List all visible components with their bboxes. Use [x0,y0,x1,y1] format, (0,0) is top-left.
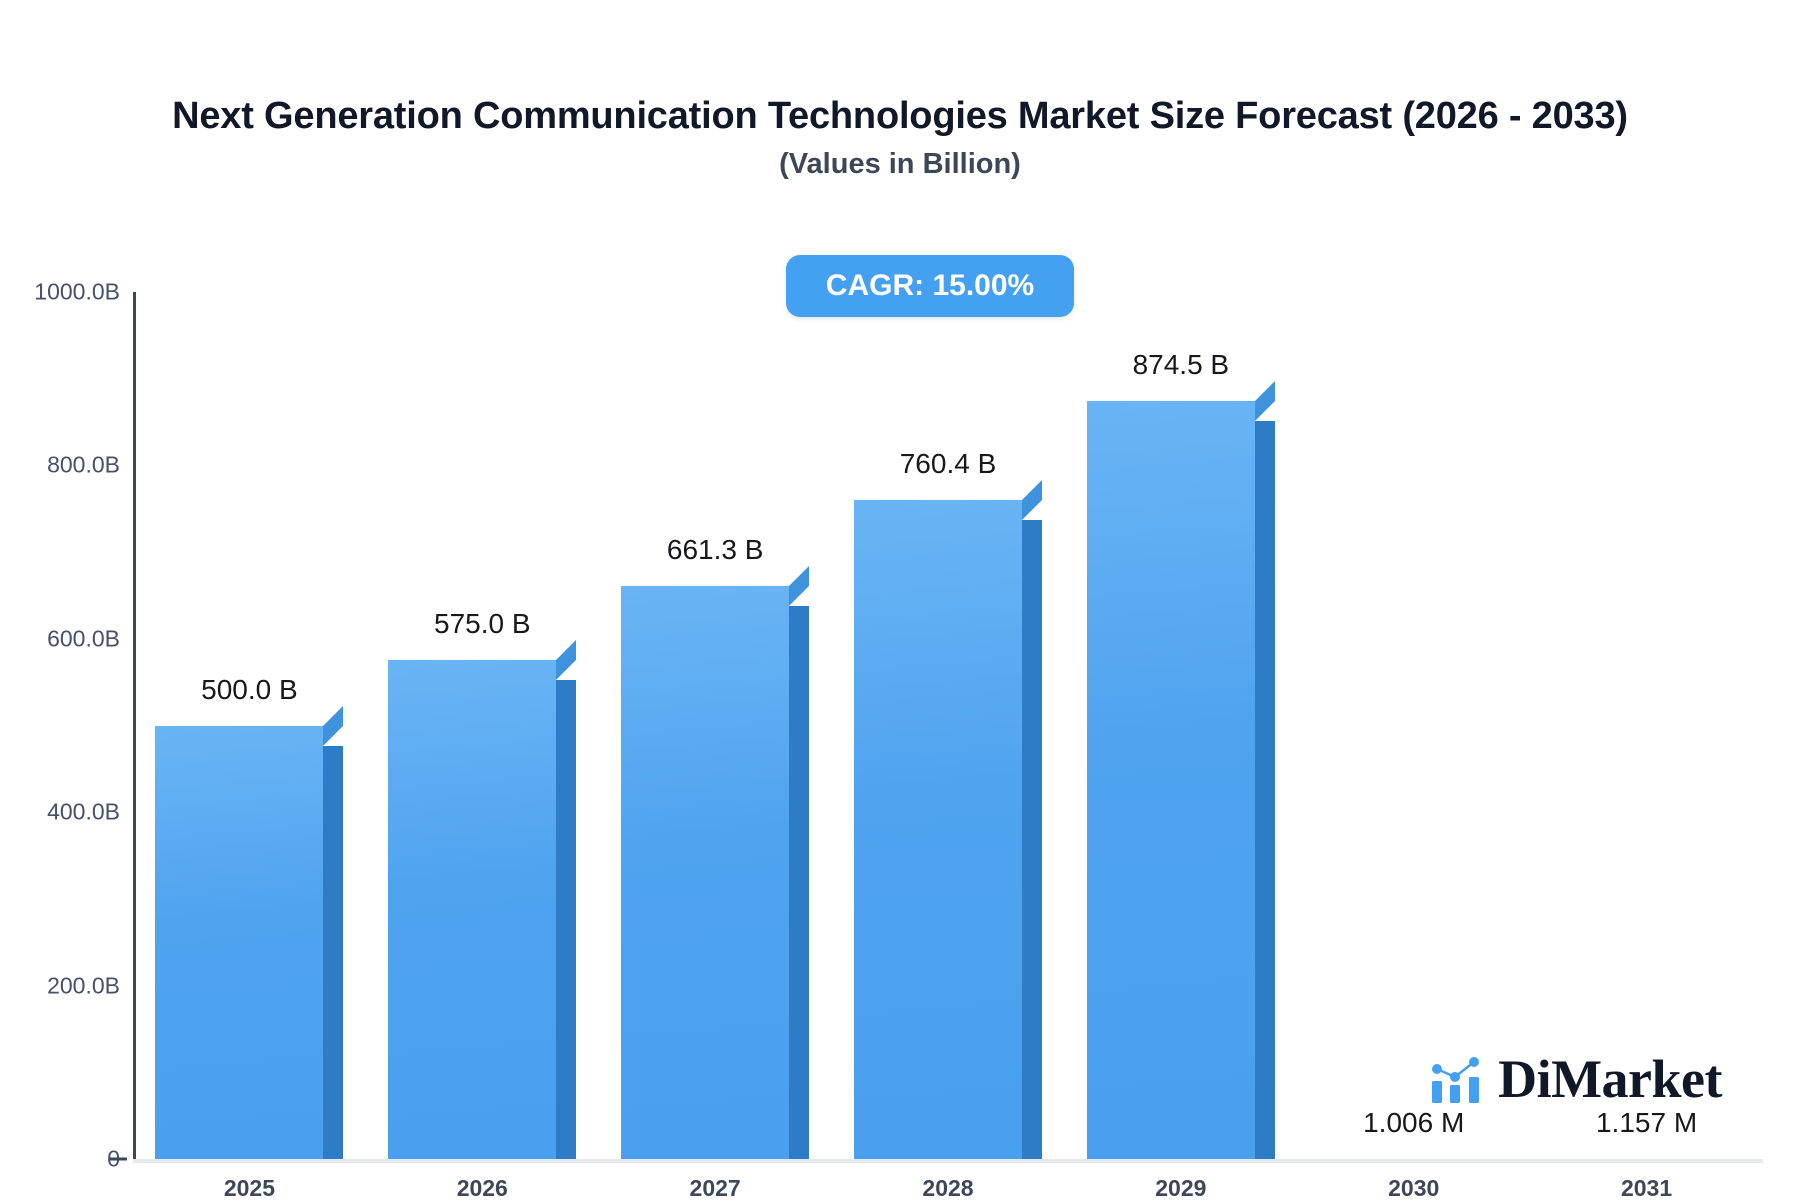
bar-value-label: 575.0 B [434,608,531,640]
bar-front-face [1086,400,1255,1159]
bar-top-face [1254,380,1275,421]
bar-top-face [323,705,344,746]
y-axis-tick-label: 1000.0B [34,278,120,305]
y-axis-line [133,292,136,1162]
bar-side-face [789,605,810,1159]
bar-2027[interactable] [621,270,810,1159]
bar-series: 500.0 B 2025 575.0 B 2026 661.3 B 2027 760.4 B… [0,270,1800,1201]
bar-side-face [1022,519,1042,1159]
bar-2030[interactable] [1320,270,1488,1159]
y-axis-tick-label: 200.0B [47,972,120,999]
cagr-badge-label: CAGR: 15.00% [825,269,1035,302]
bar-front-face [155,725,324,1159]
bar-side-face [323,745,344,1159]
x-axis-tick-2027: 2027 [689,1175,741,1201]
bar-chart-icon [1428,1053,1484,1105]
page-title: Next Generation Communication Technologi… [172,95,1628,137]
y-axis-tick-mark [110,1157,127,1161]
bar-side-face [1254,420,1275,1159]
bar-front-face [621,585,790,1159]
bar-value-label: 1.157 M [1595,1106,1698,1138]
bar-side-face [556,680,577,1159]
x-axis-tick-2029: 2029 [1155,1175,1207,1201]
x-axis-tick-2031: 2031 [1620,1175,1673,1201]
x-axis-tick-2030: 2030 [1388,1175,1440,1201]
bar-top-face [789,565,810,606]
x-axis-tick-2028: 2028 [922,1175,974,1201]
cagr-badge: CAGR: 15.00% [786,255,1074,317]
y-axis-tick-label: 600.0B [47,625,120,652]
bar-top-face [556,640,577,681]
plot-area: 0 200.0B 400.0B 600.0B 800.0B 1000.0B 500.0 B… [0,270,1800,1201]
bar-front-face [388,660,557,1159]
y-axis-tick-label: 0 [20,1146,120,1173]
x-axis-line [133,1159,1763,1163]
brand-logo: DiMarket [1428,1052,1722,1106]
x-axis-tick-2026: 2026 [456,1175,508,1201]
bar-front-face [854,499,1022,1159]
logo-text: DiMarket [1498,1049,1722,1109]
bar-value-label: 874.5 B [1132,348,1230,380]
bar-value-label: 760.4 B [899,447,997,479]
y-axis-labels: 0 200.0B 400.0B 600.0B 800.0B 1000.0B [0,270,127,1172]
y-axis-tick-label: 800.0B [47,451,120,478]
bar-2029[interactable] [1086,270,1275,1159]
bar-value-label: 1.006 M [1363,1106,1465,1138]
bar-value-label: 500.0 B [201,673,298,705]
bar-2026[interactable] [388,270,577,1159]
y-axis-tick-label: 400.0B [47,798,120,825]
bar-2025[interactable] [155,270,344,1159]
bar-top-face [1022,479,1042,520]
x-axis-tick-2025: 2025 [223,1175,275,1201]
bar-value-label: 661.3 B [666,533,764,565]
chart-canvas: Next Generation Communication Technologi… [0,95,1800,1201]
bar-2031[interactable] [1553,270,1721,1159]
bar-2028[interactable] [854,270,1042,1159]
page-subtitle: (Values in Billion) [779,148,1021,180]
